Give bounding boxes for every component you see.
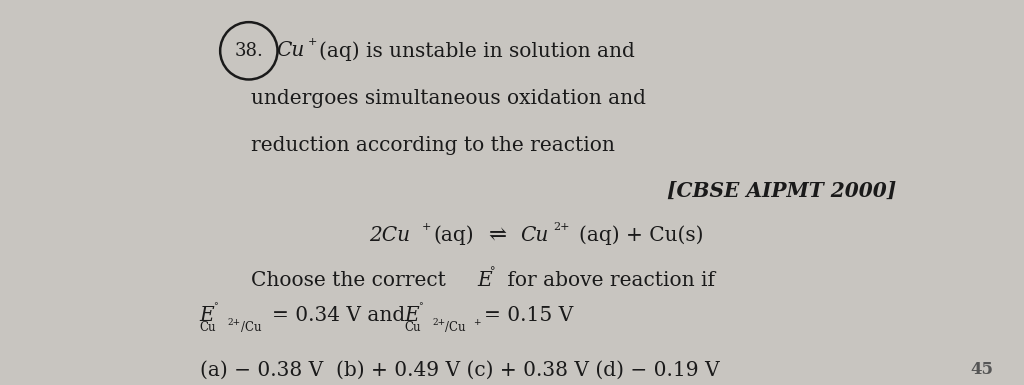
Text: for above reaction if: for above reaction if xyxy=(501,271,715,290)
Text: 2+: 2+ xyxy=(227,318,241,327)
Text: °: ° xyxy=(490,267,496,277)
Text: ⇌: ⇌ xyxy=(488,224,507,247)
Text: Cu: Cu xyxy=(276,41,305,60)
Text: 38.: 38. xyxy=(234,42,263,60)
Text: /Cu: /Cu xyxy=(241,321,261,334)
Text: (aq): (aq) xyxy=(433,226,474,246)
Text: (a) − 0.38 V  (b) + 0.49 V (c) + 0.38 V (d) − 0.19 V: (a) − 0.38 V (b) + 0.49 V (c) + 0.38 V (… xyxy=(200,361,719,380)
Text: Cu: Cu xyxy=(200,321,216,334)
Text: E: E xyxy=(200,306,214,325)
Text: reduction according to the reaction: reduction according to the reaction xyxy=(251,136,614,155)
Text: 45: 45 xyxy=(971,361,993,378)
Text: 2Cu: 2Cu xyxy=(369,226,410,245)
Text: °: ° xyxy=(213,302,218,311)
Text: (aq) is unstable in solution and: (aq) is unstable in solution and xyxy=(319,41,635,61)
Text: Cu: Cu xyxy=(520,226,549,245)
Text: E: E xyxy=(404,306,419,325)
Text: = 0.15 V: = 0.15 V xyxy=(484,306,573,325)
Text: Cu: Cu xyxy=(404,321,421,334)
Text: [CBSE AIPMT 2000]: [CBSE AIPMT 2000] xyxy=(667,181,896,201)
Text: 2+: 2+ xyxy=(432,318,445,327)
Text: 2+: 2+ xyxy=(553,222,569,232)
Text: E: E xyxy=(477,271,492,290)
Text: +: + xyxy=(422,222,431,232)
Text: (aq) + Cu(s): (aq) + Cu(s) xyxy=(579,226,703,246)
Text: = 0.34 V and: = 0.34 V and xyxy=(272,306,406,325)
Text: Choose the correct: Choose the correct xyxy=(251,271,453,290)
Text: +: + xyxy=(308,37,317,47)
Text: +: + xyxy=(473,318,480,327)
Text: °: ° xyxy=(418,302,423,311)
Text: /Cu: /Cu xyxy=(445,321,466,334)
Text: undergoes simultaneous oxidation and: undergoes simultaneous oxidation and xyxy=(251,89,646,108)
